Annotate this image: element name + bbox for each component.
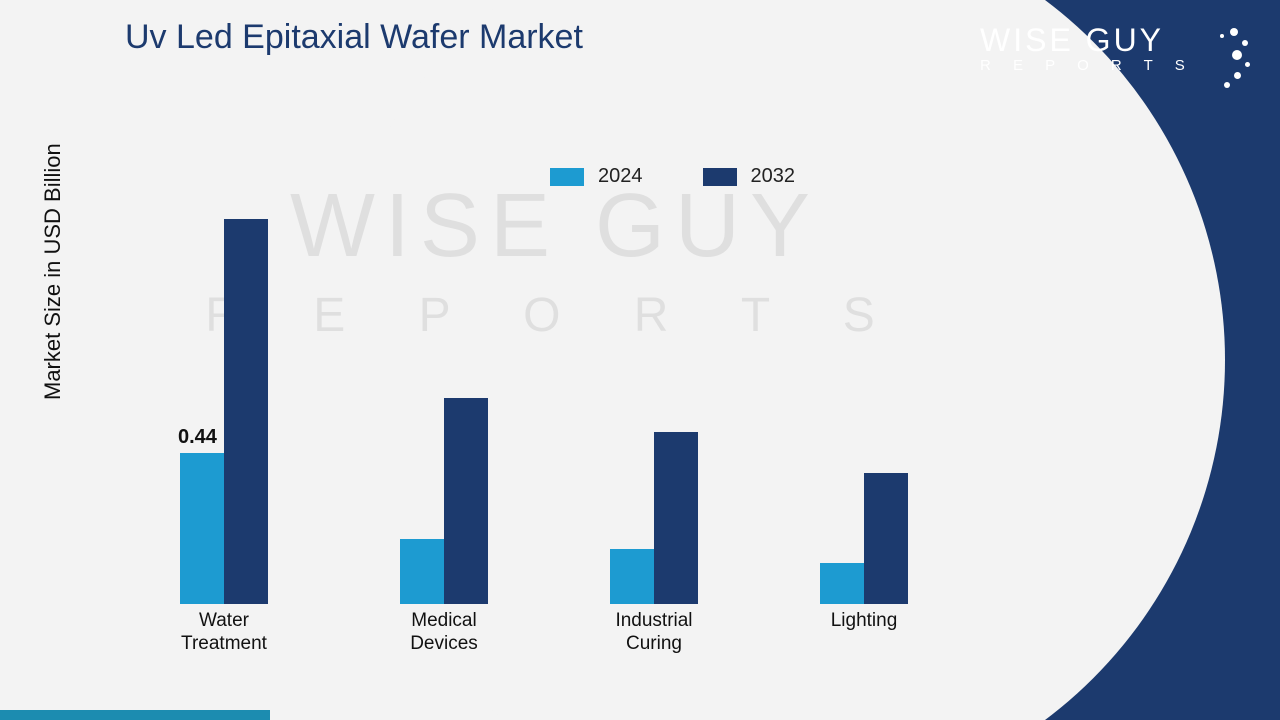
bar-group bbox=[820, 473, 908, 604]
x-label: IndustrialCuring bbox=[574, 610, 734, 656]
bar-2024 bbox=[610, 549, 654, 604]
x-label: MedicalDevices bbox=[364, 610, 524, 656]
chart-area: WaterTreatment0.44MedicalDevicesIndustri… bbox=[120, 210, 980, 605]
bar-2024 bbox=[400, 539, 444, 604]
legend-swatch-2032 bbox=[703, 168, 737, 186]
legend-item-2032: 2032 bbox=[703, 165, 796, 188]
bar-group bbox=[400, 398, 488, 604]
legend-label-2032: 2032 bbox=[751, 165, 796, 188]
bar-2032 bbox=[224, 219, 268, 604]
y-axis-label: Market Size in USD Billion bbox=[40, 143, 66, 400]
brand-head-icon bbox=[1190, 22, 1260, 102]
bar-group bbox=[610, 432, 698, 604]
legend-item-2024: 2024 bbox=[550, 165, 643, 188]
plot-area: WaterTreatment0.44MedicalDevicesIndustri… bbox=[150, 210, 970, 605]
bar-2032 bbox=[864, 473, 908, 604]
bar-group bbox=[180, 219, 268, 604]
brand-logo: WISE GUY R E P O R T S bbox=[980, 22, 1260, 74]
x-label: Lighting bbox=[784, 610, 944, 633]
bar-2024 bbox=[820, 563, 864, 604]
chart-title: Uv Led Epitaxial Wafer Market bbox=[125, 18, 583, 57]
legend-swatch-2024 bbox=[550, 168, 584, 186]
data-label: 0.44 bbox=[178, 426, 217, 449]
legend-label-2024: 2024 bbox=[598, 165, 643, 188]
x-label: WaterTreatment bbox=[144, 610, 304, 656]
legend: 2024 2032 bbox=[550, 165, 795, 188]
bar-2032 bbox=[654, 432, 698, 604]
bar-2032 bbox=[444, 398, 488, 604]
bottom-strip bbox=[0, 710, 270, 720]
bar-2024 bbox=[180, 453, 224, 604]
